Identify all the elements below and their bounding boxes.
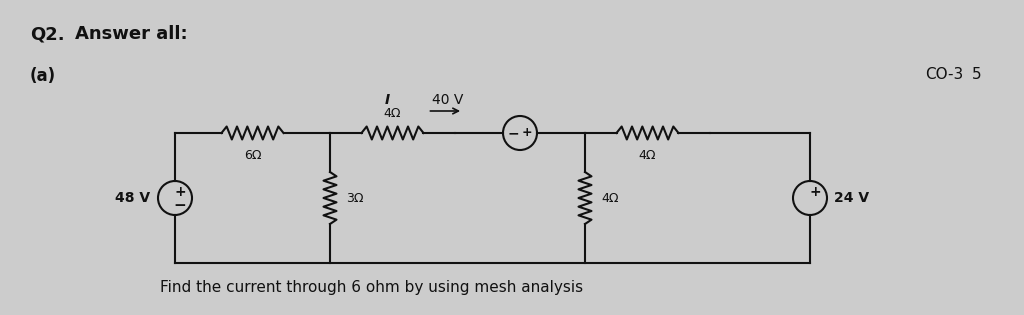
Text: +: +: [521, 127, 532, 140]
Text: −: −: [174, 198, 186, 213]
Text: 4Ω: 4Ω: [601, 192, 618, 204]
Text: 4Ω: 4Ω: [639, 149, 656, 162]
Text: CO-3: CO-3: [925, 67, 964, 82]
Text: 4Ω: 4Ω: [384, 107, 401, 120]
Text: 6Ω: 6Ω: [244, 149, 261, 162]
Text: I: I: [385, 93, 390, 107]
Text: +: +: [809, 185, 821, 199]
Text: 40 V: 40 V: [432, 93, 463, 107]
Text: Q2.: Q2.: [30, 25, 65, 43]
Text: 48 V: 48 V: [116, 191, 151, 205]
Text: Find the current through 6 ohm by using mesh analysis: Find the current through 6 ohm by using …: [160, 280, 583, 295]
Text: +: +: [174, 185, 185, 199]
Text: 24 V: 24 V: [835, 191, 869, 205]
Text: −: −: [507, 126, 519, 140]
Text: (a): (a): [30, 67, 56, 85]
Text: Answer all:: Answer all:: [75, 25, 187, 43]
Text: 5: 5: [972, 67, 982, 82]
Text: 3Ω: 3Ω: [346, 192, 364, 204]
